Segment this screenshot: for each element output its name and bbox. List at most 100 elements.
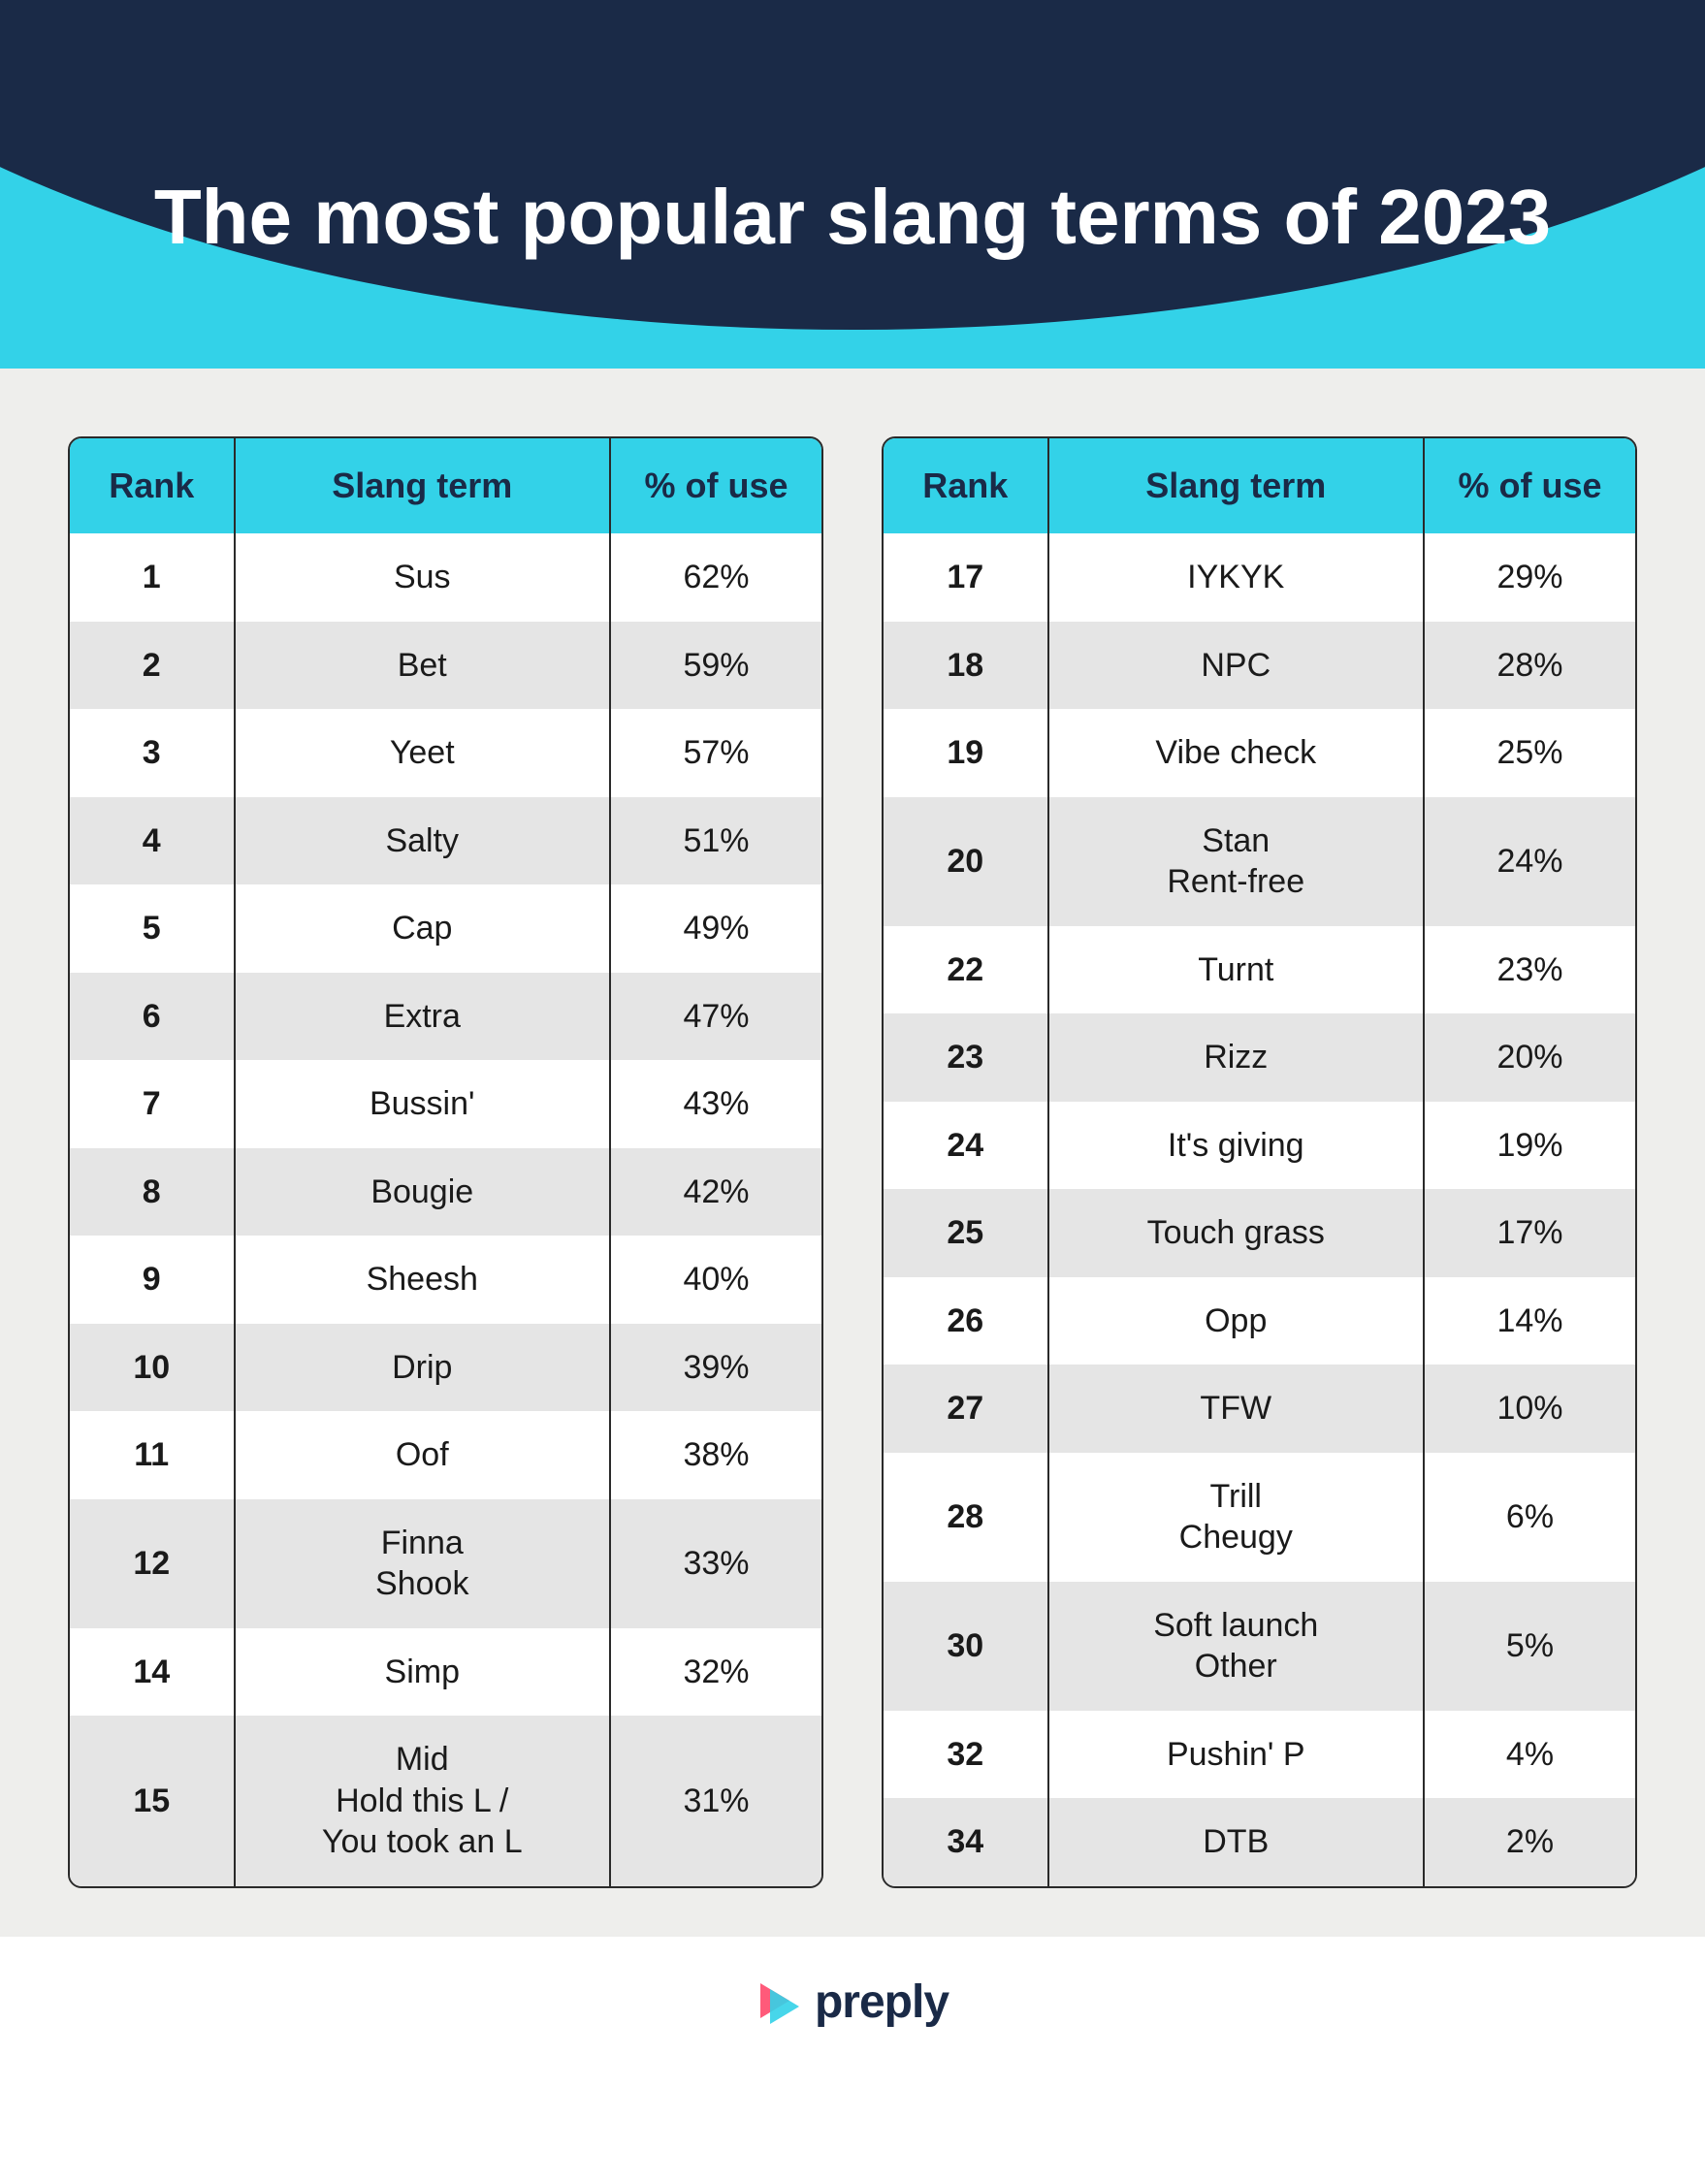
col-header-pct: % of use [1425,438,1635,533]
cell-term: Bussin' [236,1060,612,1148]
col-header-pct: % of use [611,438,821,533]
cell-rank: 10 [70,1324,236,1412]
cell-pct: 29% [1425,533,1635,622]
table-header: Rank Slang term % of use [70,438,821,533]
table-row: 14Simp32% [70,1628,821,1717]
cell-term: Salty [236,797,612,885]
table-row: 17IYKYK29% [884,533,1635,622]
cell-term: Sus [236,533,612,622]
cell-rank: 14 [70,1628,236,1717]
cell-rank: 7 [70,1060,236,1148]
cell-rank: 23 [884,1013,1049,1102]
cell-term: Pushin' P [1049,1711,1426,1799]
table-row: 30Soft launch Other5% [884,1582,1635,1711]
cell-term: IYKYK [1049,533,1426,622]
cell-term: NPC [1049,622,1426,710]
table-row: 3Yeet57% [70,709,821,797]
cell-pct: 5% [1425,1582,1635,1711]
cell-term: Bet [236,622,612,710]
cell-rank: 15 [70,1716,236,1886]
footer: preply [0,1937,1705,2087]
cell-rank: 8 [70,1148,236,1237]
table-row: 11Oof38% [70,1411,821,1499]
cell-term: Simp [236,1628,612,1717]
table-row: 9Sheesh40% [70,1236,821,1324]
slang-table-right: Rank Slang term % of use 17IYKYK29%18NPC… [882,436,1637,1888]
cell-rank: 9 [70,1236,236,1324]
table-row: 6Extra47% [70,973,821,1061]
cell-term: Drip [236,1324,612,1412]
cell-term: Extra [236,973,612,1061]
tables-container: Rank Slang term % of use 1Sus62%2Bet59%3… [0,369,1705,1937]
cell-rank: 30 [884,1582,1049,1711]
cell-pct: 33% [611,1499,821,1628]
slang-table-left: Rank Slang term % of use 1Sus62%2Bet59%3… [68,436,823,1888]
cell-pct: 20% [1425,1013,1635,1102]
cell-rank: 19 [884,709,1049,797]
cell-term: Finna Shook [236,1499,612,1628]
table-row: 24It's giving19% [884,1102,1635,1190]
cell-rank: 27 [884,1365,1049,1453]
cell-pct: 28% [1425,622,1635,710]
cell-term: Oof [236,1411,612,1499]
table-row: 22Turnt23% [884,926,1635,1014]
cell-pct: 2% [1425,1798,1635,1886]
col-header-term: Slang term [236,438,612,533]
brand-logo-icon [756,1979,801,2024]
cell-term: It's giving [1049,1102,1426,1190]
page-title: The most popular slang terms of 2023 [154,173,1551,262]
table-row: 4Salty51% [70,797,821,885]
cell-rank: 3 [70,709,236,797]
cell-rank: 5 [70,884,236,973]
col-header-rank: Rank [70,438,236,533]
cell-term: Opp [1049,1277,1426,1365]
table-row: 28Trill Cheugy6% [884,1453,1635,1582]
cell-rank: 28 [884,1453,1049,1582]
cell-pct: 51% [611,797,821,885]
table-row: 15Mid Hold this L / You took an L31% [70,1716,821,1886]
cell-term: Cap [236,884,612,973]
cell-rank: 24 [884,1102,1049,1190]
table-row: 34DTB2% [884,1798,1635,1886]
cell-pct: 4% [1425,1711,1635,1799]
cell-term: Trill Cheugy [1049,1453,1426,1582]
cell-rank: 12 [70,1499,236,1628]
cell-rank: 25 [884,1189,1049,1277]
cell-rank: 1 [70,533,236,622]
cell-rank: 6 [70,973,236,1061]
cell-pct: 47% [611,973,821,1061]
cell-term: Mid Hold this L / You took an L [236,1716,612,1886]
col-header-rank: Rank [884,438,1049,533]
cell-rank: 18 [884,622,1049,710]
cell-pct: 31% [611,1716,821,1886]
cell-pct: 19% [1425,1102,1635,1190]
cell-term: Vibe check [1049,709,1426,797]
header: The most popular slang terms of 2023 [0,0,1705,369]
cell-rank: 32 [884,1711,1049,1799]
cell-term: Stan Rent-free [1049,797,1426,926]
table-row: 27TFW10% [884,1365,1635,1453]
cell-term: Soft launch Other [1049,1582,1426,1711]
table-header: Rank Slang term % of use [884,438,1635,533]
cell-rank: 2 [70,622,236,710]
cell-term: Turnt [1049,926,1426,1014]
cell-pct: 42% [611,1148,821,1237]
table-row: 18NPC28% [884,622,1635,710]
cell-pct: 43% [611,1060,821,1148]
cell-rank: 26 [884,1277,1049,1365]
table-row: 25Touch grass17% [884,1189,1635,1277]
cell-rank: 11 [70,1411,236,1499]
cell-term: Touch grass [1049,1189,1426,1277]
cell-pct: 23% [1425,926,1635,1014]
table-row: 32Pushin' P4% [884,1711,1635,1799]
cell-pct: 6% [1425,1453,1635,1582]
table-row: 20Stan Rent-free24% [884,797,1635,926]
cell-rank: 34 [884,1798,1049,1886]
cell-pct: 10% [1425,1365,1635,1453]
table-row: 7Bussin'43% [70,1060,821,1148]
table-row: 23Rizz20% [884,1013,1635,1102]
cell-pct: 14% [1425,1277,1635,1365]
cell-pct: 59% [611,622,821,710]
cell-rank: 22 [884,926,1049,1014]
cell-pct: 17% [1425,1189,1635,1277]
